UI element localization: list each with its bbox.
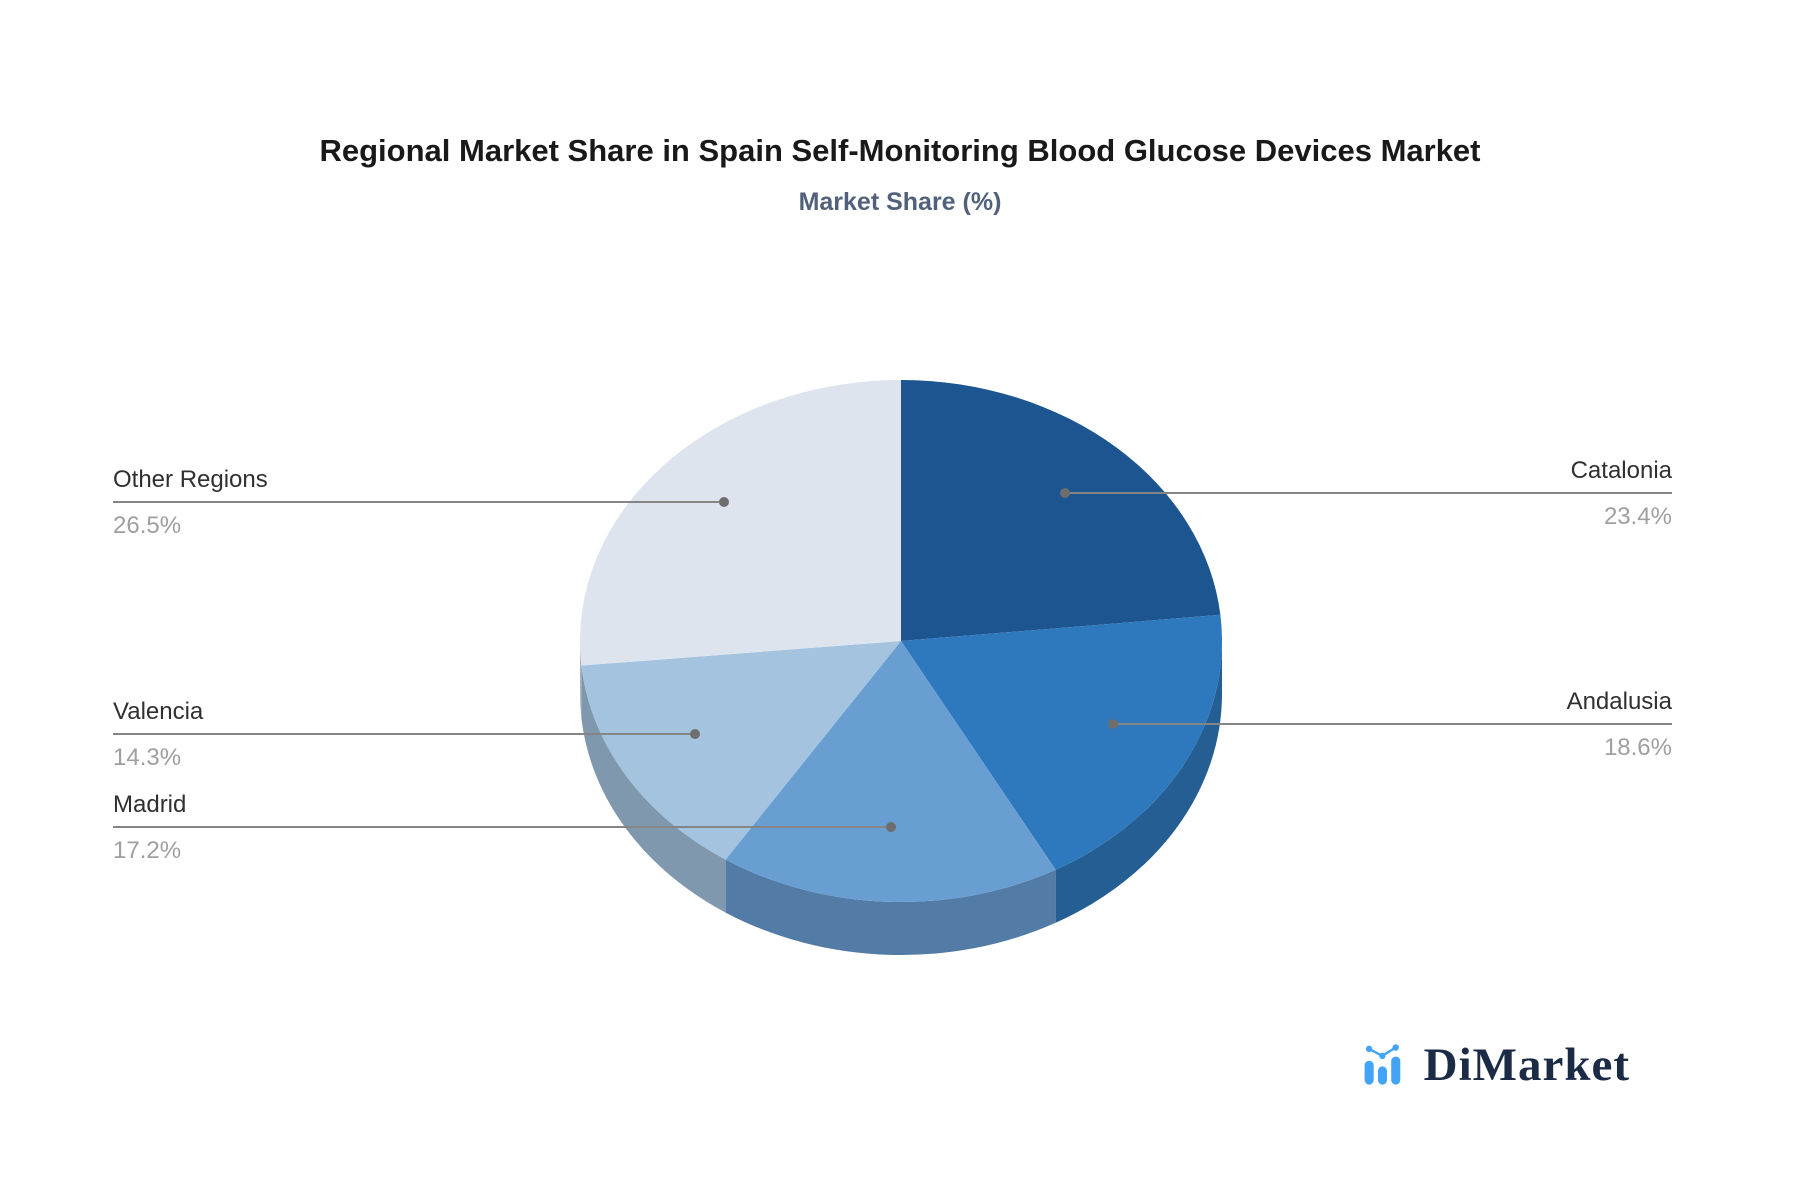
leader-dot-catalonia xyxy=(1060,488,1070,498)
slice-value-other-regions: 26.5% xyxy=(113,512,182,539)
label-valencia: Valencia 14.3% xyxy=(113,697,203,773)
leader-dot-andalusia xyxy=(1108,719,1118,729)
pie-slice-madrid[interactable] xyxy=(725,641,1056,902)
label-madrid: Madrid 17.2% xyxy=(113,790,186,866)
leader-dot-other-regions xyxy=(719,497,729,507)
pie-slice-madrid-side xyxy=(725,859,1056,955)
slice-value-madrid: 17.2% xyxy=(113,837,182,864)
slice-name-catalonia: Catalonia xyxy=(1570,457,1672,484)
slice-value-catalonia: 23.4% xyxy=(1603,503,1672,530)
leader-dot-valencia xyxy=(690,729,700,739)
leader-dot-madrid xyxy=(886,822,896,832)
slice-value-valencia: 14.3% xyxy=(113,744,182,771)
label-andalusia: Andalusia 18.6% xyxy=(1567,687,1672,763)
pie-slice-andalusia[interactable] xyxy=(901,614,1223,870)
pie-slice-other-regions[interactable] xyxy=(580,380,901,666)
slice-name-madrid: Madrid xyxy=(113,791,187,818)
slice-value-andalusia: 18.6% xyxy=(1603,734,1672,761)
pie-slice-andalusia-side xyxy=(1055,641,1222,923)
dimarket-logo[interactable]: DiMarket xyxy=(1363,1038,1630,1092)
label-other-regions: Other Regions 26.5% xyxy=(113,465,268,541)
logo-text: DiMarket xyxy=(1423,1039,1630,1091)
pie-slice-other-regions-side xyxy=(580,641,582,719)
chart-subtitle: Market Share (%) xyxy=(798,188,1002,216)
slice-name-other-regions: Other Regions xyxy=(113,466,268,493)
slice-name-andalusia: Andalusia xyxy=(1566,688,1672,715)
slice-name-valencia: Valencia xyxy=(113,698,204,725)
pie-slice-valencia-side xyxy=(581,665,726,913)
pie-slice-valencia[interactable] xyxy=(581,641,901,860)
bar-chart-trend-icon xyxy=(1364,1044,1400,1085)
label-catalonia: Catalonia 23.4% xyxy=(1571,456,1672,532)
pie-slice-catalonia[interactable] xyxy=(901,380,1221,641)
chart-title: Regional Market Share in Spain Self-Moni… xyxy=(319,133,1481,168)
